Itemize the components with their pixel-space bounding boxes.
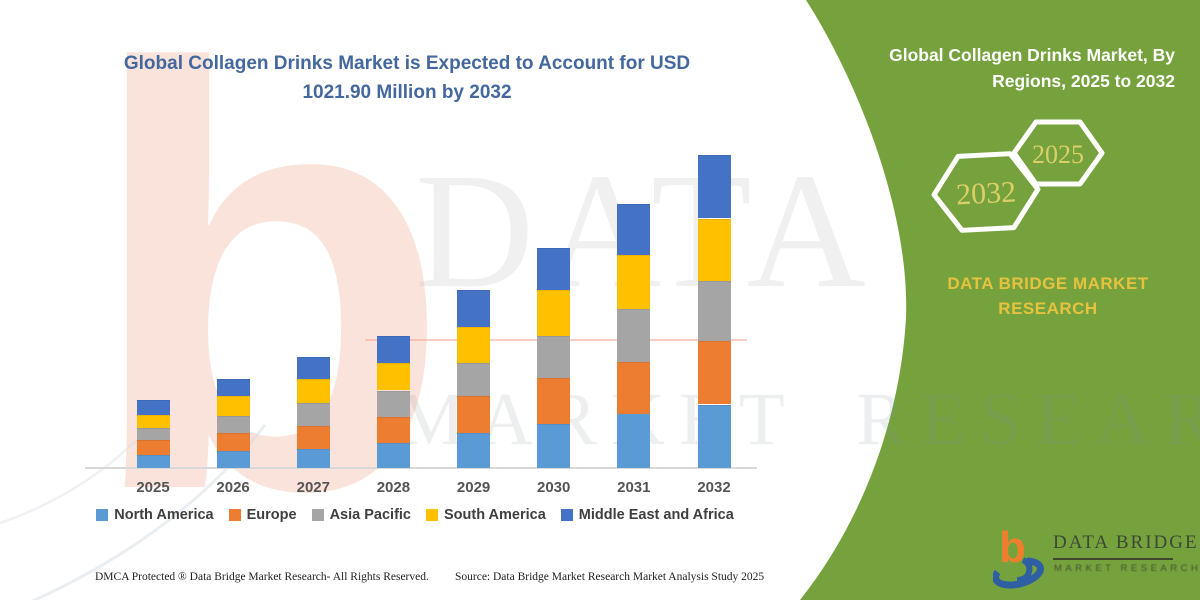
bar-segment-2031-europe [617,362,651,414]
legend-label: Middle East and Africa [578,507,734,523]
x-axis-label-2032: 2032 [697,479,731,496]
x-axis-label-2030: 2030 [537,479,571,496]
bar-segment-2025-asia-pacific [136,428,170,441]
bar-segment-2026-north-america [216,451,250,468]
bar-segment-2030-south-america [537,290,571,337]
bar-segment-2027-middle-east-and-africa [296,357,330,380]
chart-title: Global Collagen Drinks Market is Expecte… [123,53,691,103]
bar-segment-2032-middle-east-and-africa [697,155,731,219]
legend-item-middle-east-and-africa: Middle East and Africa [560,507,734,523]
bar-segment-2028-south-america [376,362,410,391]
x-axis-label-2028: 2028 [376,479,411,496]
legend-label: Asia Pacific [329,507,411,523]
bar-segment-2026-europe [216,432,250,452]
legend-item-south-america: South America [426,507,546,523]
legend-swatch [560,509,573,521]
watermark-market-research-text: MARKET RESEARCH [398,378,1200,461]
bar-segment-2030-europe [537,377,571,424]
hexagon-2032: 2032 [931,151,1041,233]
bar-segment-2025-europe [136,440,170,456]
bar-segment-2032-south-america [697,218,731,281]
brand-name-text: DATA BRIDGE MARKET RESEARCH [947,274,1149,318]
bar-segment-2025-middle-east-and-africa [136,400,170,415]
legend-swatch [311,509,324,521]
watermark-b-letter: b [85,0,452,600]
hexagon-year-badges: 2032 2025 [931,119,1105,233]
x-axis-label-2027: 2027 [296,479,330,496]
legend-item-asia-pacific: Asia Pacific [311,507,411,523]
bar-segment-2030-middle-east-and-africa [537,247,571,291]
svg-text:b: b [999,524,1026,572]
bar-segment-2026-asia-pacific [216,415,250,433]
x-axis-label-2026: 2026 [216,479,250,496]
legend-swatch [228,509,241,521]
bar-segment-2032-north-america [697,404,731,468]
bar-segment-2026-middle-east-and-africa [216,379,250,396]
bar-segment-2032-europe [697,341,731,405]
bar-segment-2028-europe [376,416,410,444]
bar-segment-2025-south-america [136,415,170,429]
bar-segment-2029-south-america [457,327,491,363]
x-axis-line [85,467,757,469]
bar-segment-2031-asia-pacific [617,308,651,362]
bar-segment-2030-asia-pacific [537,336,571,378]
legend-swatch [96,509,109,521]
bar-segment-2027-south-america [296,379,330,403]
bar-segment-2027-asia-pacific [296,403,330,426]
bar-segment-2030-north-america [537,423,571,468]
bar-segment-2029-asia-pacific [457,362,491,397]
logo-subtitle: MARKET RESEARCH [1054,563,1200,574]
sidebar-heading: Global Collagen Drinks Market, By Region… [889,45,1175,92]
bar-segment-2027-europe [296,425,330,449]
bar-segment-2029-europe [457,396,491,434]
bar-segment-2026-south-america [216,396,250,416]
legend-item-europe: Europe [228,507,297,523]
bar-segment-2031-north-america [617,413,651,468]
hexagon-2025-label: 2025 [1032,140,1084,169]
legend-swatch [426,509,438,521]
logo-divider [1053,558,1173,560]
databridge-logo-icon: b [993,524,1044,589]
logo-wordmark: DATA BRIDGE [1053,532,1199,553]
chart-legend: North America Europe Asia Pacific South Ame… [70,507,760,523]
bar-segment-2031-middle-east-and-africa [617,203,651,255]
x-axis-label-2025: 2025 [136,479,170,496]
x-axis-label-2029: 2029 [456,479,491,496]
bar-segment-2029-north-america [457,433,491,468]
bar-segment-2028-asia-pacific [376,390,410,417]
bar-segment-2031-south-america [617,254,651,309]
bar-segment-2028-north-america [376,443,410,468]
bar-segment-2032-asia-pacific [697,280,731,342]
hexagon-2025: 2025 [1011,119,1105,187]
databridge-logo: b DATA BRIDGE MARKET RESEARCH [993,524,1198,596]
legend-label: Europe [246,507,297,523]
legend-label: North America [114,507,214,523]
legend-item-north-america: North America [96,507,214,523]
dmca-copyright-text: DMCA Protected ® Data Bridge Market Rese… [95,571,429,583]
legend-label: South America [444,507,546,523]
hexagon-2032-label: 2032 [955,175,1017,211]
x-axis-label-2031: 2031 [617,479,651,496]
bar-segment-2029-middle-east-and-africa [457,290,491,328]
bar-segment-2027-north-america [296,449,330,468]
source-citation-text: Source: Data Bridge Market Research Mark… [455,571,765,583]
bar-segment-2025-north-america [136,455,170,468]
bar-segment-2028-middle-east-and-africa [376,335,410,363]
